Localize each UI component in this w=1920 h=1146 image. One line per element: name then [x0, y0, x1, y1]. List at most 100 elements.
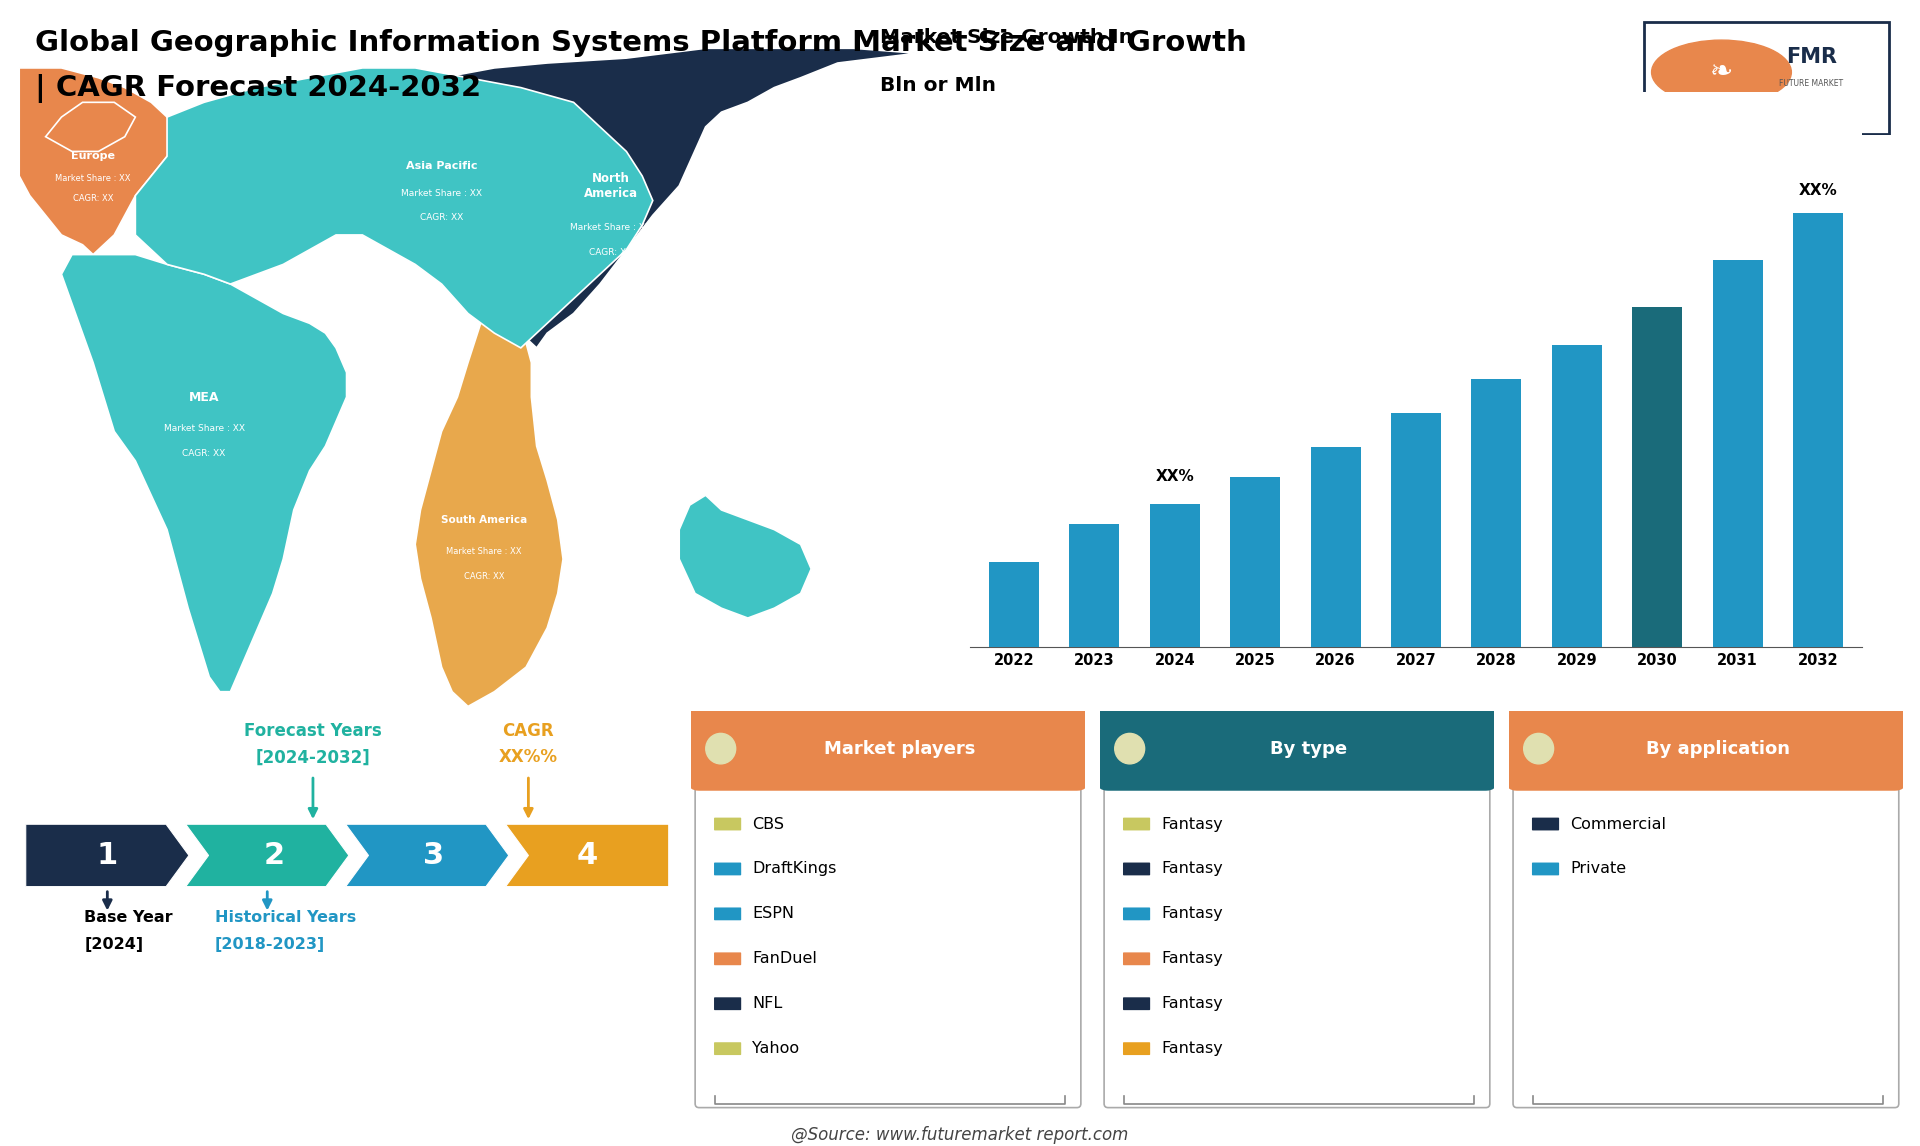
- FancyBboxPatch shape: [714, 997, 741, 1010]
- Text: Market Share : XX: Market Share : XX: [401, 189, 482, 197]
- Polygon shape: [680, 495, 812, 618]
- Text: Asia Pacific: Asia Pacific: [405, 162, 478, 171]
- Bar: [1311, 447, 1361, 647]
- Text: Bln or Mln: Bln or Mln: [879, 76, 996, 95]
- Bar: [1231, 477, 1281, 647]
- FancyBboxPatch shape: [1532, 817, 1559, 831]
- FancyBboxPatch shape: [1513, 779, 1899, 1107]
- Text: ❧: ❧: [1711, 58, 1734, 86]
- Text: XX%: XX%: [1156, 469, 1194, 484]
- Bar: [989, 563, 1039, 647]
- Text: CAGR: CAGR: [503, 722, 555, 739]
- Polygon shape: [415, 314, 563, 706]
- FancyBboxPatch shape: [695, 779, 1081, 1107]
- FancyBboxPatch shape: [714, 863, 741, 876]
- Text: FUTURE MARKET: FUTURE MARKET: [1780, 79, 1843, 88]
- Text: REPORT: REPORT: [1797, 94, 1826, 103]
- Text: Fantasy: Fantasy: [1162, 862, 1223, 877]
- Text: Private: Private: [1571, 862, 1626, 877]
- Text: Fantasy: Fantasy: [1162, 996, 1223, 1011]
- Text: CBS: CBS: [753, 817, 783, 832]
- Text: CAGR: XX: CAGR: XX: [73, 194, 113, 203]
- Text: DraftKings: DraftKings: [753, 862, 837, 877]
- FancyBboxPatch shape: [1505, 706, 1907, 791]
- Text: Commercial: Commercial: [1571, 817, 1667, 832]
- Text: XX%%: XX%%: [499, 748, 559, 767]
- Text: Fantasy: Fantasy: [1162, 906, 1223, 921]
- Text: Market Share : XX: Market Share : XX: [56, 174, 131, 183]
- Text: 4: 4: [576, 841, 597, 870]
- FancyBboxPatch shape: [714, 1042, 741, 1055]
- Text: Market players: Market players: [824, 739, 975, 758]
- Text: Historical Years: Historical Years: [215, 910, 357, 925]
- Text: Base Year: Base Year: [84, 910, 173, 925]
- Text: XX%: XX%: [1799, 182, 1837, 197]
- Text: Global Geographic Information Systems Platform Market Size and Growth: Global Geographic Information Systems Pl…: [35, 29, 1246, 56]
- Polygon shape: [186, 824, 349, 887]
- FancyBboxPatch shape: [1123, 863, 1150, 876]
- Text: 2: 2: [263, 841, 284, 870]
- Polygon shape: [25, 824, 188, 887]
- Text: Market Share : XX: Market Share : XX: [570, 223, 651, 231]
- Text: North
America: North America: [584, 172, 637, 199]
- Text: FanDuel: FanDuel: [753, 951, 818, 966]
- Text: | CAGR Forecast 2024-2032: | CAGR Forecast 2024-2032: [35, 74, 480, 103]
- Text: NFL: NFL: [753, 996, 783, 1011]
- Bar: [1069, 524, 1119, 647]
- Polygon shape: [363, 48, 918, 348]
- FancyBboxPatch shape: [1123, 1042, 1150, 1055]
- Bar: [1471, 379, 1521, 647]
- Text: [2024-2032]: [2024-2032]: [255, 748, 371, 767]
- Text: [2018-2023]: [2018-2023]: [215, 937, 324, 952]
- Text: Market Size Growth In: Market Size Growth In: [879, 28, 1133, 47]
- FancyBboxPatch shape: [1644, 22, 1889, 134]
- Bar: [1632, 307, 1682, 647]
- Bar: [1713, 260, 1763, 647]
- Bar: [1793, 213, 1843, 647]
- Text: Europe: Europe: [71, 151, 115, 162]
- FancyBboxPatch shape: [1123, 817, 1150, 831]
- Polygon shape: [46, 102, 134, 151]
- FancyBboxPatch shape: [1123, 997, 1150, 1010]
- Text: CAGR: XX: CAGR: XX: [589, 248, 632, 257]
- Text: Yahoo: Yahoo: [753, 1042, 799, 1057]
- Text: Fantasy: Fantasy: [1162, 1042, 1223, 1057]
- Bar: [1150, 504, 1200, 647]
- Text: FMR: FMR: [1786, 47, 1837, 68]
- Text: CAGR: XX: CAGR: XX: [463, 572, 505, 581]
- FancyBboxPatch shape: [1123, 952, 1150, 965]
- Polygon shape: [19, 68, 177, 254]
- Circle shape: [1524, 733, 1553, 764]
- FancyBboxPatch shape: [687, 706, 1089, 791]
- FancyBboxPatch shape: [714, 952, 741, 965]
- Text: 3: 3: [422, 841, 444, 870]
- Circle shape: [707, 733, 735, 764]
- Text: Fantasy: Fantasy: [1162, 951, 1223, 966]
- FancyBboxPatch shape: [714, 908, 741, 920]
- Polygon shape: [61, 254, 346, 692]
- Text: Market Share : XX: Market Share : XX: [163, 424, 244, 433]
- Text: Market Share : XX: Market Share : XX: [445, 547, 522, 556]
- Text: Forecast Years: Forecast Years: [244, 722, 382, 739]
- Text: ESPN: ESPN: [753, 906, 795, 921]
- Text: By application: By application: [1645, 739, 1789, 758]
- Circle shape: [1651, 40, 1791, 104]
- Text: MEA: MEA: [188, 391, 219, 403]
- Text: By type: By type: [1271, 739, 1348, 758]
- FancyBboxPatch shape: [1532, 863, 1559, 876]
- Bar: [1392, 414, 1440, 647]
- Polygon shape: [134, 68, 653, 348]
- Circle shape: [1116, 733, 1144, 764]
- Text: CAGR: XX: CAGR: XX: [182, 449, 227, 458]
- Polygon shape: [346, 824, 509, 887]
- Polygon shape: [505, 824, 668, 887]
- FancyBboxPatch shape: [1104, 779, 1490, 1107]
- Text: @Source: www.futuremarket report.com: @Source: www.futuremarket report.com: [791, 1127, 1129, 1144]
- Text: 1: 1: [96, 841, 117, 870]
- FancyBboxPatch shape: [714, 817, 741, 831]
- Text: Fantasy: Fantasy: [1162, 817, 1223, 832]
- Text: South America: South America: [442, 515, 526, 525]
- Bar: [1551, 345, 1601, 647]
- Text: CAGR: XX: CAGR: XX: [420, 213, 463, 222]
- FancyBboxPatch shape: [1096, 706, 1498, 791]
